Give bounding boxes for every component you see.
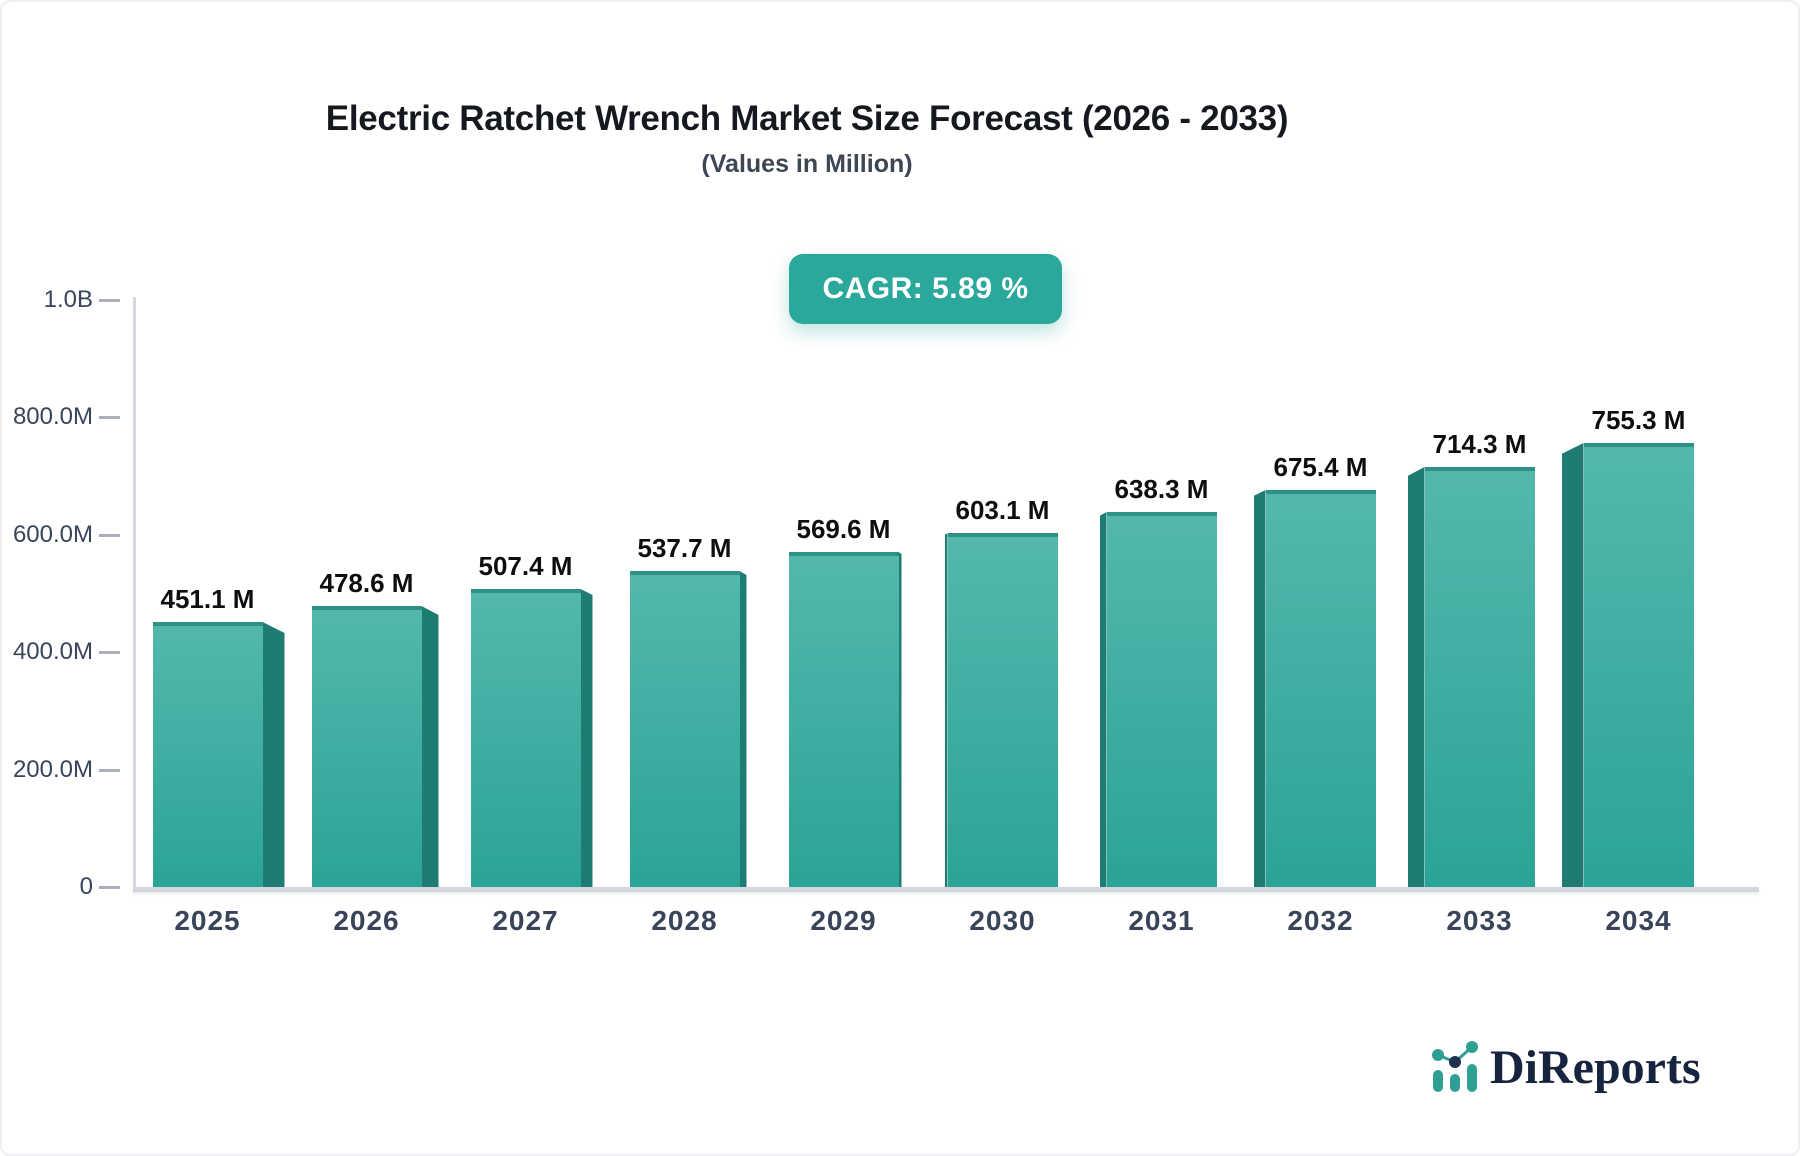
direports-logo-text: DiReports [1490, 1041, 1701, 1094]
bar-slot-2034: 755.3 M [1559, 297, 1718, 887]
bar-slot-2028: 537.7 M [605, 297, 764, 887]
x-axis-label-2031: 2031 [1128, 905, 1195, 936]
bar-slot-2027: 507.4 M [446, 297, 605, 887]
bar-3d-side-2030 [944, 533, 948, 887]
y-tick-label-800.0M: 800.0M [12, 403, 93, 430]
bar-3d-side-2033 [1407, 467, 1425, 887]
y-tick-1.0B [99, 298, 120, 302]
x-axis-label-2030: 2030 [969, 905, 1036, 936]
y-tick-label-600.0M: 600.0M [12, 520, 93, 548]
x-axis-label-2029: 2029 [810, 905, 877, 936]
cagr-label: CAGR: 5.89 % [822, 272, 1029, 305]
bar-slot-2032: 675.4 M [1241, 297, 1400, 887]
bar-slot-2030: 603.1 M [923, 297, 1082, 887]
y-tick-label-0: 0 [79, 873, 93, 900]
x-axis-label-2034: 2034 [1605, 905, 1672, 936]
plot-area: 0 200.0M 400.0M 600.0M 800.0M 1.0B 451.1 M 478… [13, 286, 1759, 936]
y-tick-400.0M [99, 651, 120, 654]
bar-value-label-2026: 478.6 M [319, 568, 414, 598]
x-axis-line [133, 887, 1759, 892]
y-tick-label-200.0M: 200.0M [12, 755, 93, 783]
bar-2032[interactable] [1253, 490, 1376, 887]
bar-slot-2033: 714.3 M [1400, 297, 1559, 887]
bar-2029[interactable] [788, 552, 902, 887]
bar-2033[interactable] [1407, 467, 1535, 887]
x-axis-label-2027: 2027 [492, 905, 559, 936]
chart-subtitle: (Values in Million) [701, 150, 913, 178]
y-axis-line [133, 297, 136, 892]
bar-slot-2029: 569.6 M [764, 297, 923, 887]
bar-value-label-2030: 603.1 M [955, 495, 1050, 525]
bar-value-label-2032: 675.4 M [1273, 452, 1368, 482]
y-tick-600.0M [99, 533, 120, 537]
chart-title: Electric Ratchet Wrench Market Size Fore… [325, 99, 1289, 138]
bar-2031[interactable] [1099, 512, 1217, 887]
bar-3d-side-2028 [739, 571, 747, 887]
x-axis-label-2028: 2028 [651, 905, 718, 936]
bar-value-label-2031: 638.3 M [1114, 474, 1209, 504]
bar-2027[interactable] [470, 589, 593, 887]
direports-logo: DiReports [1430, 1034, 1701, 1092]
direports-logo-icon [1432, 1041, 1478, 1092]
y-tick-0 [99, 886, 120, 889]
bar-3d-side-2025 [262, 622, 285, 887]
bar-value-label-2027: 507.4 M [478, 551, 573, 581]
bar-2028[interactable] [629, 571, 747, 887]
x-axis-label-2033: 2033 [1446, 905, 1513, 936]
bar-slot-2025: 451.1 M [128, 297, 287, 887]
bar-2025[interactable] [152, 622, 285, 887]
y-tick-800.0M [99, 416, 120, 419]
y-tick-label-400.0M: 400.0M [12, 638, 93, 665]
bar-slot-2026: 478.6 M [287, 297, 446, 887]
bar-3d-side-2027 [580, 589, 593, 887]
bar-3d-side-2031 [1099, 512, 1107, 887]
x-axis-labels: 2025 2026 2027 2028 2029 2030 2031 2032 2033 2034 [128, 905, 1718, 937]
cagr-badge: CAGR: 5.89 % [789, 254, 1062, 324]
bar-3d-side-2029 [898, 552, 902, 887]
bar-value-label-2034: 755.3 M [1591, 405, 1686, 435]
bar-2030[interactable] [944, 533, 1058, 887]
x-axis-label-2025: 2025 [174, 905, 241, 936]
y-tick-200.0M [99, 768, 120, 772]
bar-value-label-2028: 537.7 M [637, 533, 732, 563]
bar-2034[interactable] [1561, 443, 1694, 887]
bar-value-label-2025: 451.1 M [160, 584, 255, 614]
bars-row: 451.1 M 478.6 M 507.4 M 537.7 M 569.6 M 603.1… [128, 297, 1718, 887]
bar-value-label-2033: 714.3 M [1432, 429, 1527, 459]
bar-3d-side-2034 [1561, 443, 1584, 887]
bar-value-label-2029: 569.6 M [796, 514, 891, 544]
bar-3d-side-2032 [1253, 490, 1266, 887]
y-tick-label-1.0B: 1.0B [43, 285, 93, 313]
bar-slot-2031: 638.3 M [1082, 297, 1241, 887]
bar-3d-side-2026 [421, 606, 439, 887]
x-axis-label-2032: 2032 [1287, 905, 1354, 936]
x-axis-label-2026: 2026 [333, 905, 400, 936]
bar-2026[interactable] [311, 606, 439, 887]
